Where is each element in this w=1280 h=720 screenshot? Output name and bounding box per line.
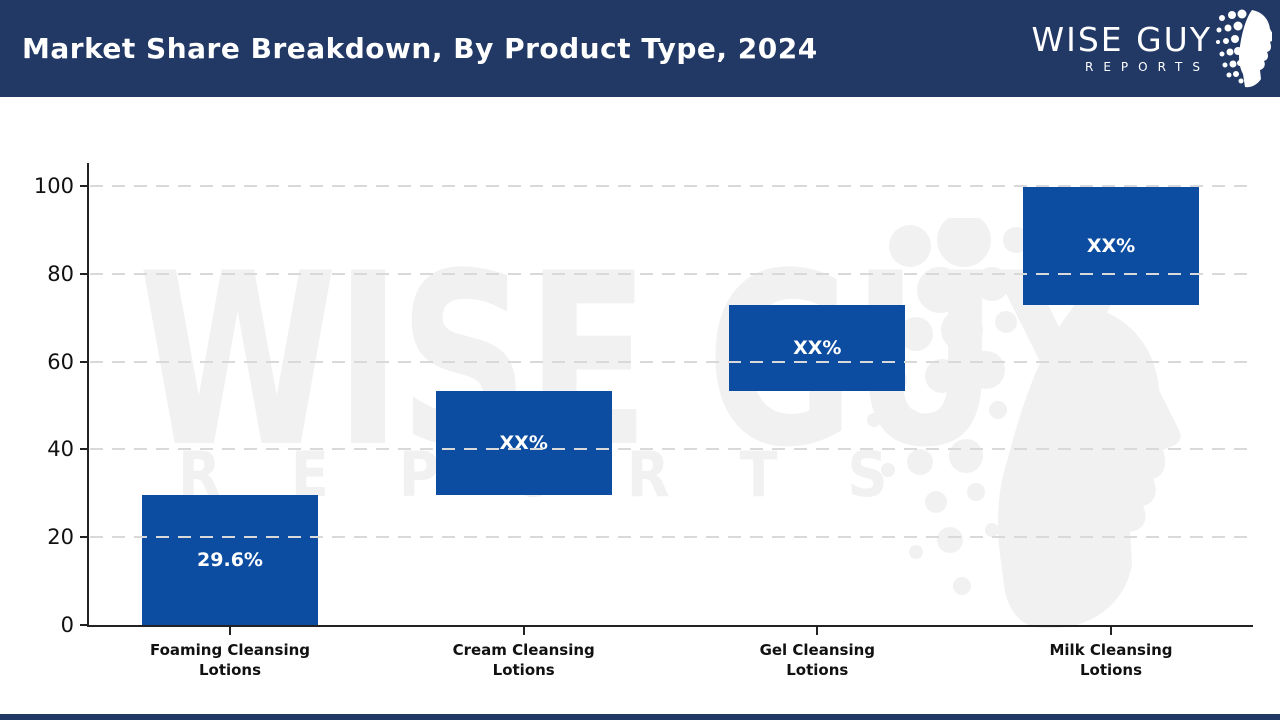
y-axis-tick <box>80 185 88 187</box>
y-axis-line <box>87 163 89 627</box>
brand-logo-name: WISE GUY <box>1031 20 1212 59</box>
chart-bar-segment: XX% <box>729 304 906 392</box>
bar-value-label: XX% <box>793 337 842 360</box>
y-axis-tick-label: 40 <box>47 437 74 462</box>
category-label-line2: Lotions <box>786 661 849 679</box>
gridline <box>90 536 1253 539</box>
gridline <box>90 448 1253 451</box>
header-bar: Market Share Breakdown, By Product Type,… <box>0 0 1280 97</box>
footer-bar <box>0 714 1280 720</box>
bar-value-label: 29.6% <box>197 549 263 572</box>
page-title: Market Share Breakdown, By Product Type,… <box>22 32 818 65</box>
y-axis-tick-label: 100 <box>33 174 74 198</box>
watermark-head-dots-icon <box>867 218 1181 628</box>
y-axis-tick <box>80 448 88 451</box>
chart-bar-segment: 29.6% <box>142 495 318 625</box>
chart-bar-segment: XX% <box>1023 186 1199 305</box>
category-label-line1: Cream Cleansing <box>452 641 595 659</box>
y-axis-tick <box>80 536 88 539</box>
y-axis-tick-label: 80 <box>47 261 74 286</box>
x-axis-line <box>87 625 1253 627</box>
gridline <box>90 185 1253 187</box>
x-axis-tick <box>816 627 819 635</box>
x-axis-tick <box>522 627 525 635</box>
x-axis-category-label: Gel Cleansing Lotions <box>697 640 937 680</box>
bar-value-label: XX% <box>499 432 548 455</box>
x-axis-category-label: Cream Cleansing Lotions <box>404 640 644 680</box>
gridline <box>90 360 1253 363</box>
x-axis-category-label: Foaming Cleansing Lotions <box>110 640 350 680</box>
chart-bar-segment: XX% <box>435 391 612 496</box>
brand-logo-subtitle: REPORTS <box>1084 60 1210 74</box>
y-axis-tick <box>80 360 88 363</box>
brand-logo: WISE GUY REPORTS <box>1031 20 1212 75</box>
category-label-line2: Lotions <box>492 661 555 679</box>
x-axis-tick <box>229 627 231 635</box>
y-axis-tick <box>80 272 88 275</box>
brand-head-icon <box>1216 9 1272 88</box>
gridline <box>90 272 1253 275</box>
x-axis-tick <box>1110 627 1112 635</box>
category-label-line1: Foaming Cleansing <box>149 641 311 659</box>
category-label-line1: Gel Cleansing <box>759 641 876 659</box>
x-axis-category-label: Milk Cleansing Lotions <box>991 640 1231 680</box>
y-axis-tick-label: 20 <box>47 525 74 550</box>
y-axis-tick-label: 60 <box>47 349 74 374</box>
category-label-line2: Lotions <box>198 661 262 679</box>
y-axis-tick-label: 0 <box>60 613 74 637</box>
category-label-line1: Milk Cleansing <box>1049 641 1173 659</box>
category-label-line2: Lotions <box>1079 661 1143 679</box>
bar-value-label: XX% <box>1086 234 1136 257</box>
y-axis-tick <box>80 624 88 626</box>
